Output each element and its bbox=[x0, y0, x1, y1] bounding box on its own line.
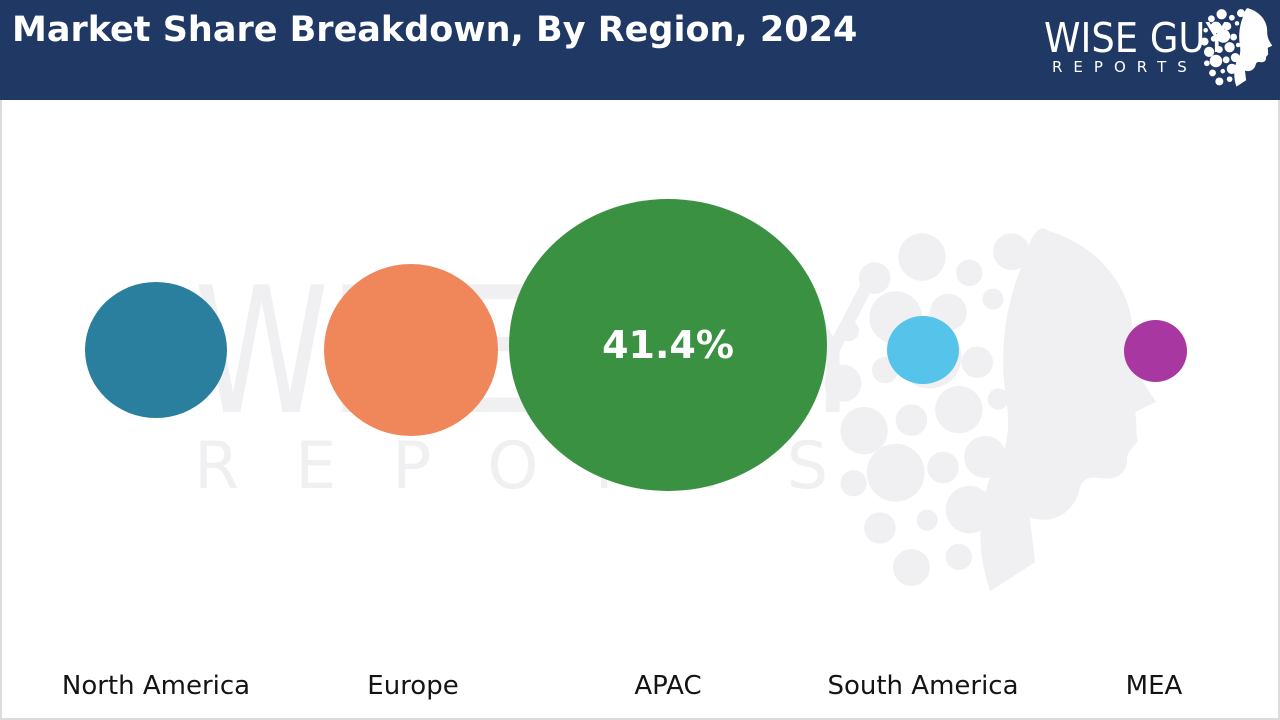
bubble-south-america bbox=[887, 316, 959, 384]
header-bar: Market Share Breakdown, By Region, 2024 … bbox=[0, 0, 1280, 100]
category-label-south-america: South America bbox=[827, 671, 1019, 701]
category-label-mea: MEA bbox=[1125, 671, 1183, 701]
logo-tagline: REPORTS bbox=[1052, 58, 1198, 76]
bubble-apac: 41.4% bbox=[509, 199, 827, 491]
page-title: Market Share Breakdown, By Region, 2024 bbox=[12, 10, 858, 50]
bubble-mea bbox=[1124, 320, 1187, 382]
logo-wordmark: WISE GUY bbox=[1044, 14, 1228, 62]
apac-value-label: 41.4% bbox=[602, 323, 734, 367]
head-profile-icon bbox=[1200, 8, 1273, 87]
category-label-europe: Europe bbox=[367, 671, 459, 701]
watermark-head-profile-icon bbox=[824, 228, 1157, 592]
category-label-apac: APAC bbox=[634, 671, 702, 701]
category-label-north-america: North America bbox=[61, 671, 251, 701]
bubble-europe bbox=[324, 264, 498, 436]
chart-area: WISE GUY REPORTS 41.4% North America Eur… bbox=[0, 100, 1280, 720]
bubble-north-america bbox=[85, 282, 227, 418]
wiseguy-logo: WISE GUY REPORTS bbox=[1040, 0, 1280, 100]
